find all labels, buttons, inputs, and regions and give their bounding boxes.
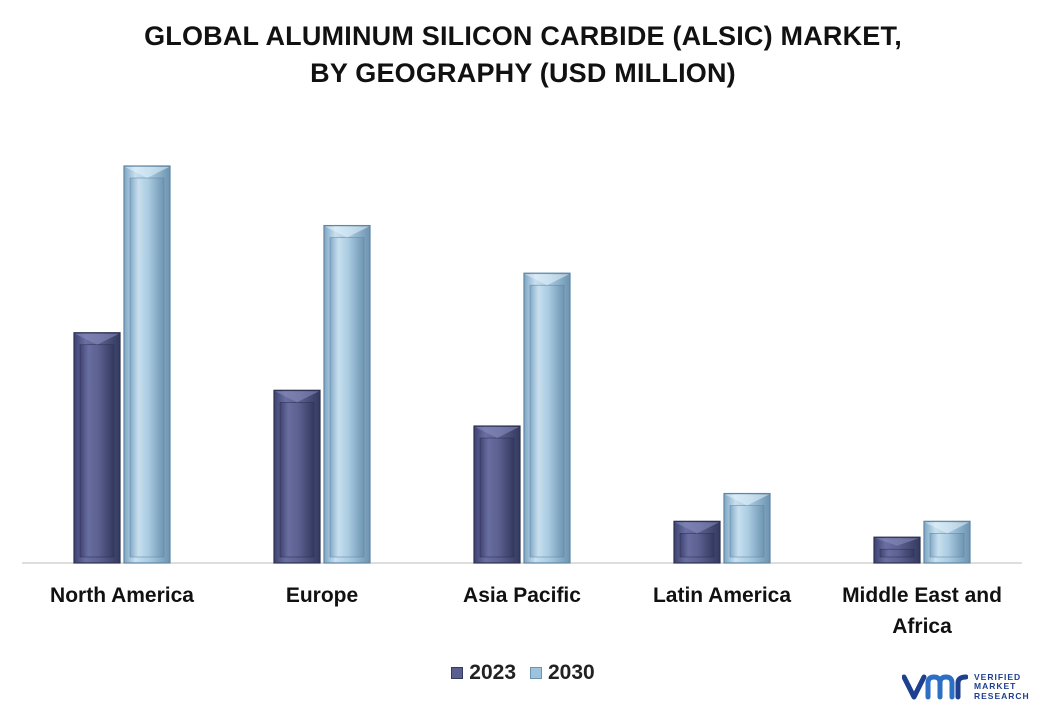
chart-title-line-2: BY GEOGRAPHY (USD MILLION) [310,58,736,88]
bar-europe-2023 [273,389,321,564]
brand-text: VERIFIED MARKET RESEARCH [974,671,1030,702]
category-label-europe: Europe [286,584,358,607]
legend-label-2023: 2023 [469,661,516,684]
brand-line-1: VERIFIED [974,671,1022,682]
brand-line-3: RESEARCH [974,690,1030,701]
bar-latin-america-2023 [673,520,721,564]
bar-asia-pacific-2023 [473,425,521,564]
category-label-asia-pacific: Asia Pacific [463,584,581,607]
bar-asia-pacific-2030 [523,272,571,564]
bar-europe-2030 [323,224,371,564]
vmr-logo-icon [902,674,968,700]
chart-title: GLOBAL ALUMINUM SILICON CARBIDE (ALSIC) … [0,18,1046,92]
brand-logo: VERIFIED MARKET RESEARCH [902,668,1042,706]
bar-middle-east-and-africa-2023 [873,536,921,564]
bar-middle-east-and-africa-2030 [923,520,971,564]
bar-north-america-2023 [73,332,121,564]
category-label-middle-east-and-africa: Middle East and Africa [842,584,1002,638]
legend-swatch-2030 [530,667,542,679]
legend-label-2030: 2030 [548,661,595,684]
legend-swatch-2023 [451,667,464,679]
bar-north-america-2030 [123,165,171,564]
chart-title-line-1: GLOBAL ALUMINUM SILICON CARBIDE (ALSIC) … [144,21,902,51]
legend-item-2023: 2023 [451,661,516,685]
bar-latin-america-2030 [723,492,771,564]
legend-item-2030: 2030 [530,661,595,685]
category-label-latin-america: Latin America [653,584,791,607]
legend: 2023 2030 [0,661,1046,685]
brand-line-2: MARKET [974,681,1017,692]
category-label-north-america: North America [50,584,194,607]
